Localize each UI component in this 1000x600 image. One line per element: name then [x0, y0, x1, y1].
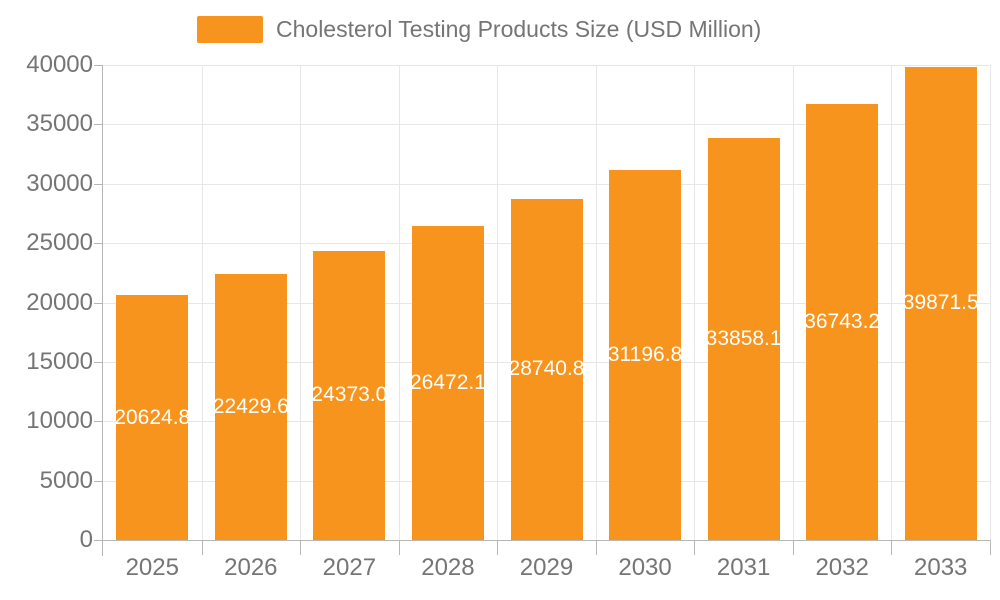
x-axis-tick	[694, 540, 696, 555]
bar-2029[interactable]: 28740.8	[510, 198, 583, 540]
y-axis-tick-label: 40000	[26, 51, 93, 78]
y-axis-tick	[94, 183, 102, 185]
x-axis-tick-label: 2028	[421, 554, 475, 581]
y-axis-tick-label: 30000	[26, 169, 93, 197]
x-axis-tick-label: 2031	[716, 554, 771, 581]
bar-2031[interactable]: 33858.1	[707, 137, 780, 540]
y-axis-tick	[94, 480, 102, 482]
vertical-gridline	[694, 65, 696, 540]
x-axis-tick	[595, 540, 597, 555]
y-axis-tick	[94, 302, 102, 304]
x-axis-tick	[792, 540, 794, 555]
bar-value-label: 31196.8	[609, 342, 682, 366]
y-axis-line	[102, 65, 103, 556]
y-axis-tick	[94, 540, 102, 541]
x-axis-tick	[497, 540, 499, 555]
vertical-gridline	[497, 65, 499, 540]
x-axis-tick-label: 2026	[224, 554, 278, 581]
bar-value-label: 28740.8	[510, 357, 583, 381]
y-axis-tick-label: 25000	[26, 229, 93, 257]
legend-item[interactable]: Cholesterol Testing Products Size (USD M…	[197, 16, 761, 43]
y-axis-tick-label: 5000	[39, 466, 93, 494]
y-axis-tick	[94, 124, 102, 126]
bar-2032[interactable]: 36743.2	[806, 103, 879, 540]
bar-2028[interactable]: 26472.1	[411, 225, 484, 540]
x-axis-tick	[990, 540, 991, 555]
y-axis-tick	[94, 421, 102, 423]
vertical-gridline	[300, 65, 302, 540]
vertical-gridline	[891, 65, 893, 540]
vertical-gridline	[990, 65, 991, 540]
x-axis-tick-label: 2033	[914, 554, 968, 581]
x-axis-tick-label: 2032	[815, 554, 869, 581]
x-axis-tick-label: 2029	[519, 554, 574, 581]
x-axis-tick	[300, 540, 302, 555]
legend-series-swatch	[197, 16, 263, 43]
x-axis-tick	[891, 540, 893, 555]
bar-value-label: 39871.5	[904, 291, 977, 315]
x-axis-tick-label: 2030	[618, 554, 672, 581]
vertical-gridline	[595, 65, 597, 540]
y-axis-tick-label: 10000	[26, 407, 93, 435]
y-axis-tick-label: 35000	[26, 110, 93, 138]
bar-2026[interactable]: 22429.6	[214, 273, 287, 540]
x-axis-tick-label: 2027	[322, 554, 377, 581]
y-axis-tick-label: 20000	[26, 288, 93, 316]
bar-value-label: 24373.0	[313, 383, 386, 407]
y-axis-tick	[94, 65, 102, 66]
y-axis-tick	[94, 361, 102, 363]
y-axis-tick-label: 15000	[26, 347, 93, 375]
chart-title: Cholesterol Testing Products Size (USD M…	[276, 16, 762, 42]
bar-2030[interactable]: 31196.8	[609, 169, 682, 540]
y-axis-tick-label: 0	[79, 526, 93, 553]
x-axis-tick	[201, 540, 203, 555]
bar-value-label: 20624.8	[116, 405, 189, 429]
vertical-gridline	[201, 65, 203, 540]
plot-area: 0 5000 10000 15000 20000 25000 30000 35000 40000…	[26, 51, 991, 581]
x-axis-tick	[398, 540, 400, 555]
horizontal-gridline	[103, 183, 990, 185]
bar-value-label: 33858.1	[707, 326, 780, 350]
bar-2025[interactable]: 20624.8	[116, 295, 189, 540]
bar-value-label: 26472.1	[411, 370, 484, 394]
y-axis-tick	[94, 243, 102, 245]
vertical-gridline	[398, 65, 400, 540]
x-axis-tick-label: 2025	[125, 554, 179, 581]
bar-value-label: 22429.6	[214, 394, 287, 418]
bar-2027[interactable]: 24373.0	[313, 250, 386, 540]
bar-value-label: 36743.2	[806, 309, 879, 333]
horizontal-gridline	[103, 65, 990, 66]
bar-2033[interactable]: 39871.5	[904, 66, 977, 540]
vertical-gridline	[792, 65, 794, 540]
horizontal-gridline	[103, 124, 990, 126]
x-axis-line	[103, 540, 990, 541]
